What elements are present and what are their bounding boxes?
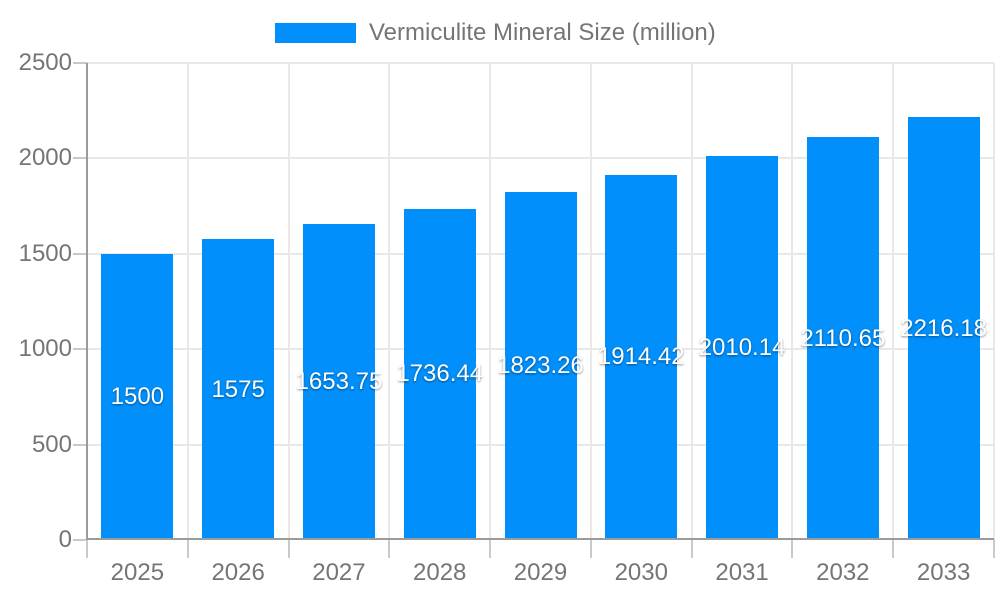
bar-value-label: 2110.65: [800, 324, 886, 352]
bar-value-label: 1500: [110, 382, 165, 410]
y-axis-tick-label: 500: [31, 430, 72, 458]
x-axis-tick-label: 2027: [312, 559, 366, 586]
y-tick-mark: [73, 62, 87, 64]
bar-value-label: 1736.44: [396, 360, 484, 388]
bar-2025[interactable]: [101, 253, 174, 538]
bar-2032[interactable]: [806, 137, 879, 538]
x-axis-tick-label: 2033: [916, 559, 971, 586]
y-tick-mark: [73, 539, 87, 541]
v-gridline: [892, 63, 895, 540]
bar-value-label: 1575: [211, 375, 265, 403]
y-axis-tick-label: 2500: [18, 49, 72, 76]
x-axis-tick-label: 2030: [614, 559, 668, 586]
x-tick-mark: [388, 540, 391, 558]
y-tick-mark: [73, 157, 87, 160]
x-tick-mark: [489, 540, 492, 558]
x-tick-mark: [791, 540, 794, 558]
x-tick-mark: [86, 540, 88, 558]
y-tick-mark: [73, 443, 87, 446]
x-tick-mark: [690, 540, 693, 558]
v-gridline: [993, 63, 995, 540]
x-axis-tick-label: 2025: [110, 559, 165, 586]
x-axis-tick-label: 2032: [816, 559, 870, 586]
bar-value-label: 1653.75: [295, 368, 383, 396]
bar-2030[interactable]: [605, 174, 678, 538]
v-gridline: [589, 63, 592, 540]
x-tick-mark: [186, 540, 189, 558]
legend-swatch[interactable]: [275, 23, 356, 43]
x-axis-line: [87, 538, 994, 540]
y-tick-mark: [73, 348, 87, 351]
y-axis-tick-label: 1500: [18, 239, 72, 267]
v-gridline: [186, 63, 189, 540]
x-tick-mark: [589, 540, 592, 558]
bar-2026[interactable]: [202, 239, 275, 538]
bar-2033[interactable]: [907, 117, 980, 538]
bar-2028[interactable]: [403, 208, 476, 538]
y-axis-tick-label: 0: [58, 526, 72, 553]
bar-2031[interactable]: [706, 156, 779, 538]
y-axis-line: [86, 63, 88, 540]
y-axis-tick-label: 2000: [18, 144, 72, 172]
x-tick-mark: [993, 540, 995, 558]
bar-value-label: 2010.14: [698, 334, 786, 362]
v-gridline: [489, 63, 492, 540]
legend-label[interactable]: Vermiculite Mineral Size (million): [369, 19, 716, 46]
bar-2027[interactable]: [302, 224, 375, 538]
v-gridline: [690, 63, 693, 540]
h-gridline: [87, 62, 994, 64]
bar-value-label: 2216.18: [900, 314, 987, 342]
h-gridline: [87, 157, 994, 160]
y-axis-tick-label: 1000: [18, 335, 72, 363]
v-gridline: [388, 63, 391, 540]
x-tick-mark: [287, 540, 290, 558]
x-axis-tick-label: 2031: [715, 559, 769, 586]
x-tick-mark: [892, 540, 895, 558]
bar-value-label: 1914.42: [597, 343, 685, 371]
bar-2029[interactable]: [504, 192, 577, 538]
v-gridline: [791, 63, 794, 540]
y-tick-mark: [73, 252, 87, 255]
bar-value-label: 1823.26: [497, 352, 584, 380]
x-axis-tick-label: 2026: [211, 559, 265, 586]
v-gridline: [287, 63, 290, 540]
x-axis-tick-label: 2029: [513, 559, 568, 586]
x-axis-tick-label: 2028: [413, 559, 467, 586]
